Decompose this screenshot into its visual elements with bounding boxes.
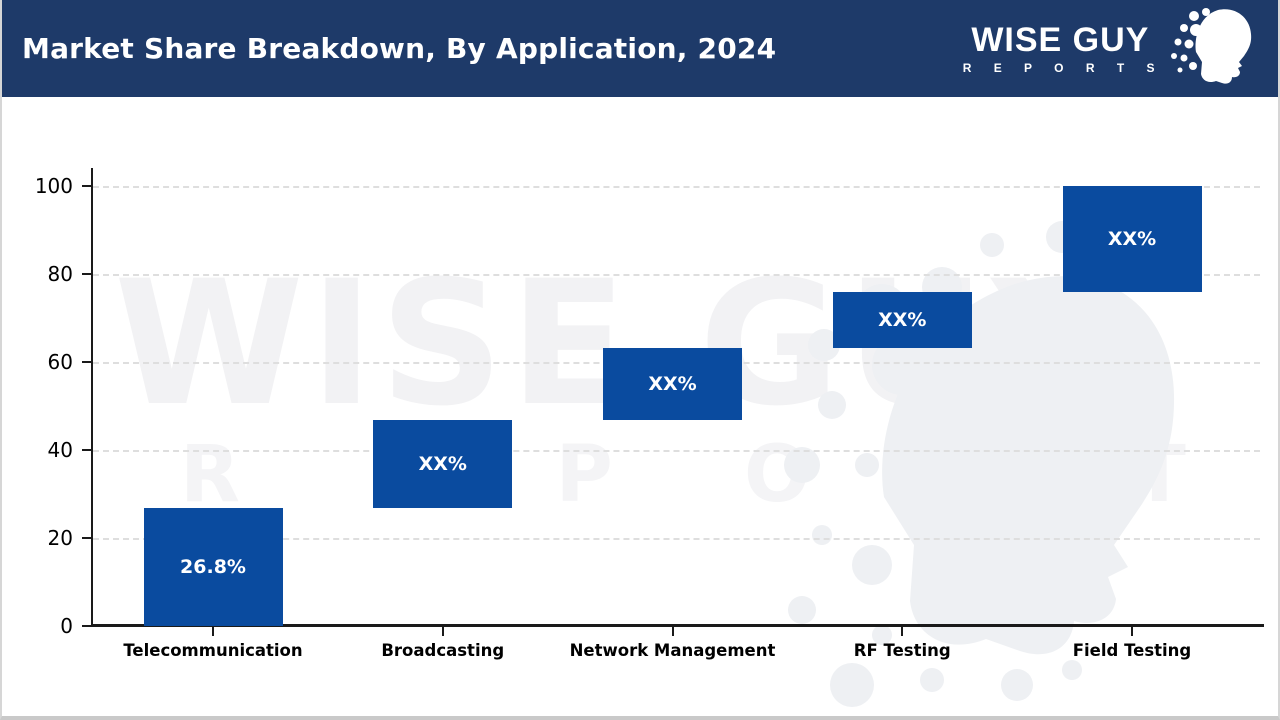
bar-value-label: 26.8% [180, 556, 246, 579]
logo-wordmark: WISE GUY R E P O R T S [957, 23, 1164, 74]
y-tick-20 [82, 537, 91, 539]
x-category-label: Telecommunication [123, 641, 303, 660]
wise-guy-logo: WISE GUY R E P O R T S [957, 4, 1254, 94]
x-tick-4 [1131, 627, 1133, 636]
bar-broadcasting [373, 420, 513, 509]
logo-head-icon [1166, 4, 1254, 94]
x-tick-1 [441, 627, 444, 636]
header-band: Market Share Breakdown, By Application, … [2, 0, 1278, 97]
gridline-100 [93, 186, 1260, 188]
y-tick-label: 100 [34, 174, 73, 198]
y-tick-label: 80 [47, 262, 73, 286]
bar-value-label: XX% [418, 453, 467, 476]
y-axis-line [91, 168, 93, 626]
gridline-80 [93, 274, 1260, 276]
y-tick-label: 60 [47, 350, 73, 374]
x-tick-3 [901, 627, 904, 636]
x-category-label: Field Testing [1072, 641, 1192, 660]
bar-field-testing [1062, 186, 1202, 292]
x-category-label: Broadcasting [381, 641, 505, 660]
y-tick-label: 20 [47, 526, 73, 550]
y-tick-label: 40 [47, 438, 73, 462]
bar-telecommunication [143, 508, 283, 626]
bar-value-label: XX% [648, 373, 697, 396]
x-category-label: RF Testing [853, 641, 951, 660]
bar-value-label: XX% [878, 308, 927, 331]
y-tick-80 [82, 273, 91, 275]
gridline-40 [93, 450, 1260, 452]
x-tick-0 [212, 627, 214, 636]
y-tick-100 [82, 185, 91, 187]
gridline-20 [93, 538, 1260, 540]
logo-wordmark-line2: R E P O R T S [962, 61, 1164, 75]
x-tick-2 [671, 627, 674, 636]
y-tick-0 [82, 625, 91, 627]
x-axis-line [91, 624, 1264, 627]
bar-value-label: XX% [1107, 227, 1157, 250]
logo-wordmark-line1: WISE GUY [971, 21, 1150, 59]
y-tick-label: 0 [60, 614, 73, 638]
x-category-label: Network Management [569, 641, 776, 660]
y-tick-60 [82, 361, 91, 363]
bar-network-management [603, 348, 742, 421]
page-title: Market Share Breakdown, By Application, … [22, 32, 777, 65]
y-tick-40 [82, 449, 91, 451]
